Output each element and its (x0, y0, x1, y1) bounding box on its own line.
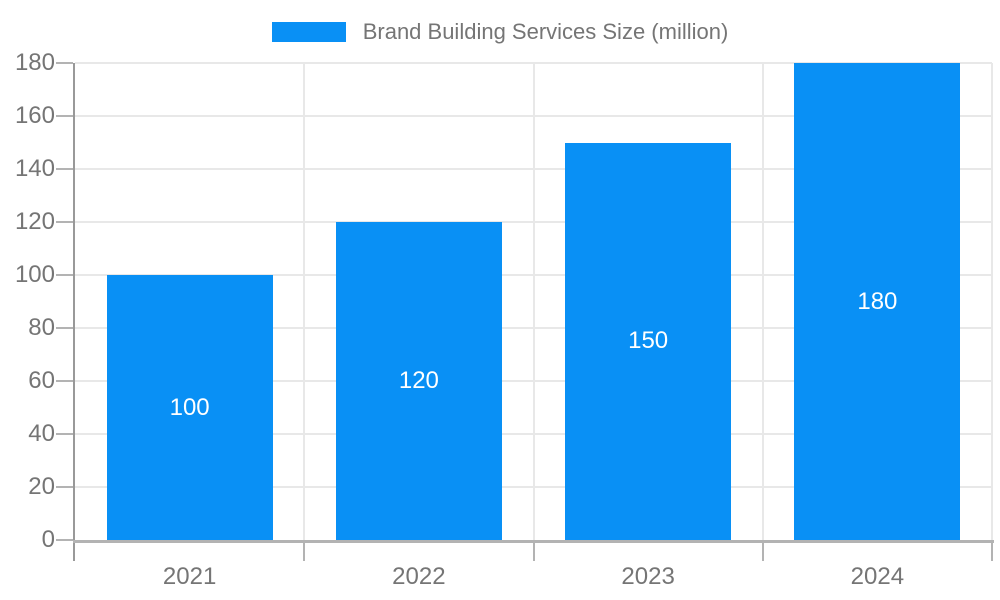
legend-label: Brand Building Services Size (million) (362, 19, 729, 44)
gridline-vertical (991, 63, 993, 540)
x-tick-label: 2021 (162, 563, 217, 590)
y-axis-tick (56, 274, 73, 276)
x-axis-tick (303, 542, 306, 561)
y-tick-label: 20 (28, 473, 55, 500)
gridline-vertical (761, 63, 764, 540)
y-tick-label: 60 (28, 367, 55, 394)
x-axis-tick (761, 542, 764, 561)
x-axis-line (73, 540, 994, 543)
legend-swatch[interactable] (271, 22, 346, 42)
gridline-vertical (532, 63, 535, 540)
y-tick-label: 100 (14, 261, 55, 288)
y-axis-tick (56, 539, 73, 541)
gridline-vertical (303, 63, 306, 540)
y-tick-label: 40 (28, 420, 55, 447)
legend[interactable]: Brand Building Services Size (million) (0, 20, 1000, 44)
bar-value-label: 100 (169, 393, 210, 421)
y-axis-tick (56, 433, 73, 435)
y-axis-tick (56, 327, 73, 329)
bar[interactable]: 150 (565, 142, 732, 540)
x-axis-tick (532, 542, 535, 561)
bar[interactable]: 120 (335, 222, 502, 540)
y-axis-tick (56, 380, 73, 382)
y-axis-line (73, 63, 75, 561)
y-axis-tick (56, 486, 73, 488)
x-tick-label: 2024 (850, 563, 905, 590)
bar[interactable]: 180 (794, 63, 961, 540)
bar-value-label: 150 (628, 327, 669, 355)
y-tick-label: 120 (14, 208, 55, 235)
y-axis-tick (56, 168, 73, 170)
bar[interactable]: 100 (106, 275, 273, 540)
x-axis-tick (991, 542, 993, 561)
y-tick-label: 160 (14, 102, 55, 129)
y-tick-label: 140 (14, 155, 55, 182)
y-axis-tick (56, 62, 73, 64)
bar-value-label: 120 (398, 367, 439, 394)
y-tick-label: 0 (41, 526, 55, 553)
y-axis-tick (56, 115, 73, 117)
y-axis-tick (56, 221, 73, 223)
x-tick-label: 2023 (621, 563, 675, 590)
x-tick-label: 2022 (392, 563, 446, 590)
bar-value-label: 180 (857, 287, 898, 315)
y-tick-label: 80 (28, 314, 55, 341)
y-tick-label: 180 (14, 49, 55, 76)
